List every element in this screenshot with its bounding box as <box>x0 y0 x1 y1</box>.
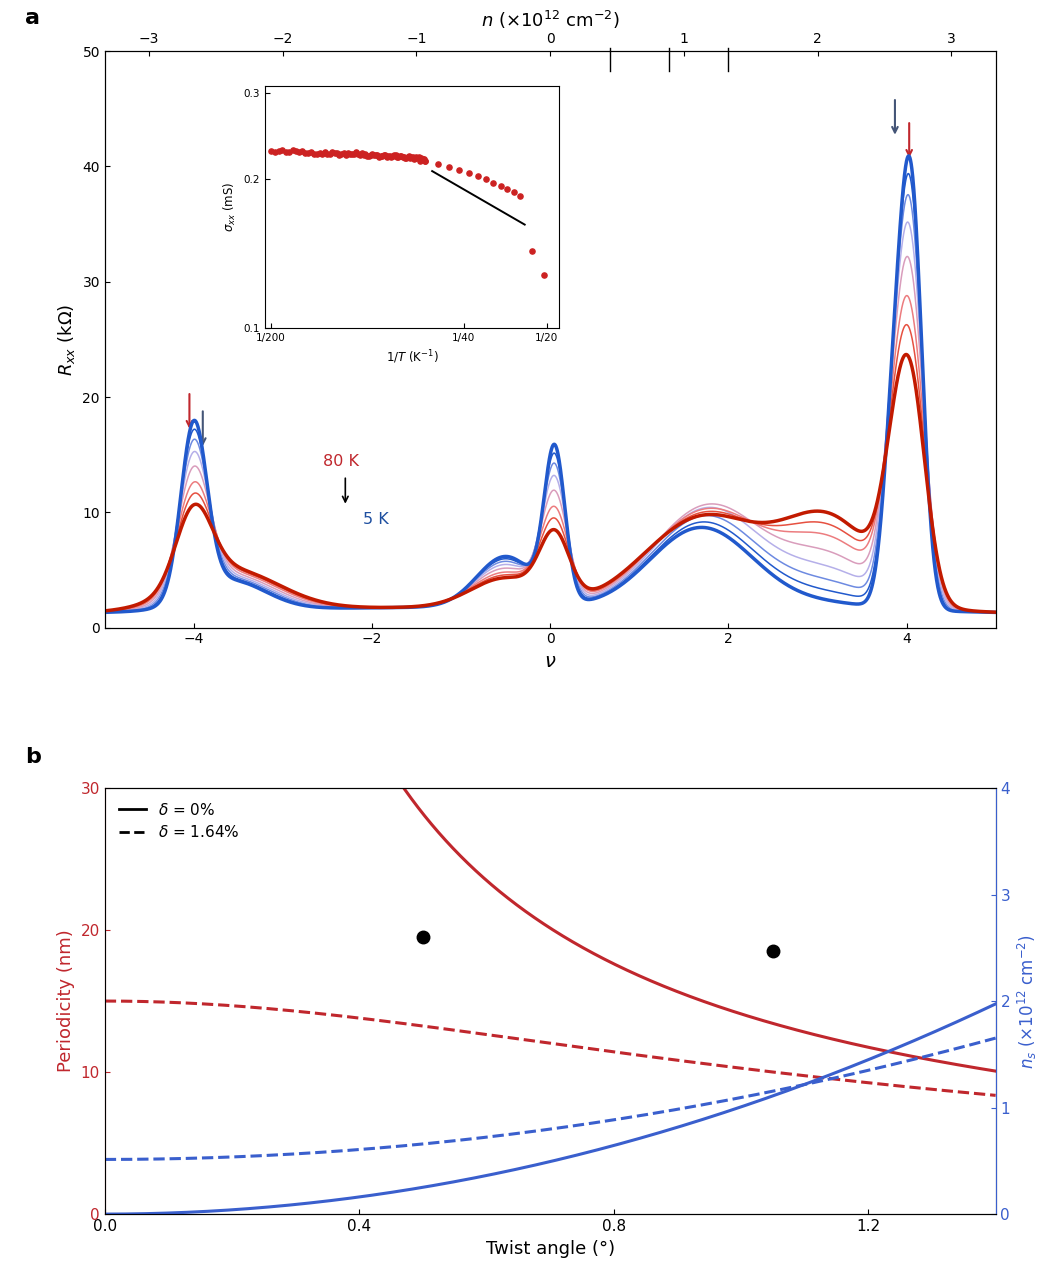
Y-axis label: $R_{xx}$ (k$\Omega$): $R_{xx}$ (k$\Omega$) <box>56 303 77 376</box>
Text: 5 K: 5 K <box>364 511 389 527</box>
X-axis label: $\nu$: $\nu$ <box>544 652 556 671</box>
Text: a: a <box>25 8 40 28</box>
X-axis label: $n$ ($\times$10$^{12}$ cm$^{-2}$): $n$ ($\times$10$^{12}$ cm$^{-2}$) <box>481 9 619 31</box>
Y-axis label: Periodicity (nm): Periodicity (nm) <box>57 929 75 1072</box>
X-axis label: Twist angle (°): Twist angle (°) <box>485 1240 615 1258</box>
Legend: $\delta$ = 0%, $\delta$ = 1.64%: $\delta$ = 0%, $\delta$ = 1.64% <box>112 796 246 846</box>
Text: 80 K: 80 K <box>323 454 359 469</box>
Y-axis label: $n_s$ ($\times$10$^{12}$ cm$^{-2}$): $n_s$ ($\times$10$^{12}$ cm$^{-2}$) <box>1016 933 1039 1068</box>
Text: b: b <box>25 746 41 767</box>
